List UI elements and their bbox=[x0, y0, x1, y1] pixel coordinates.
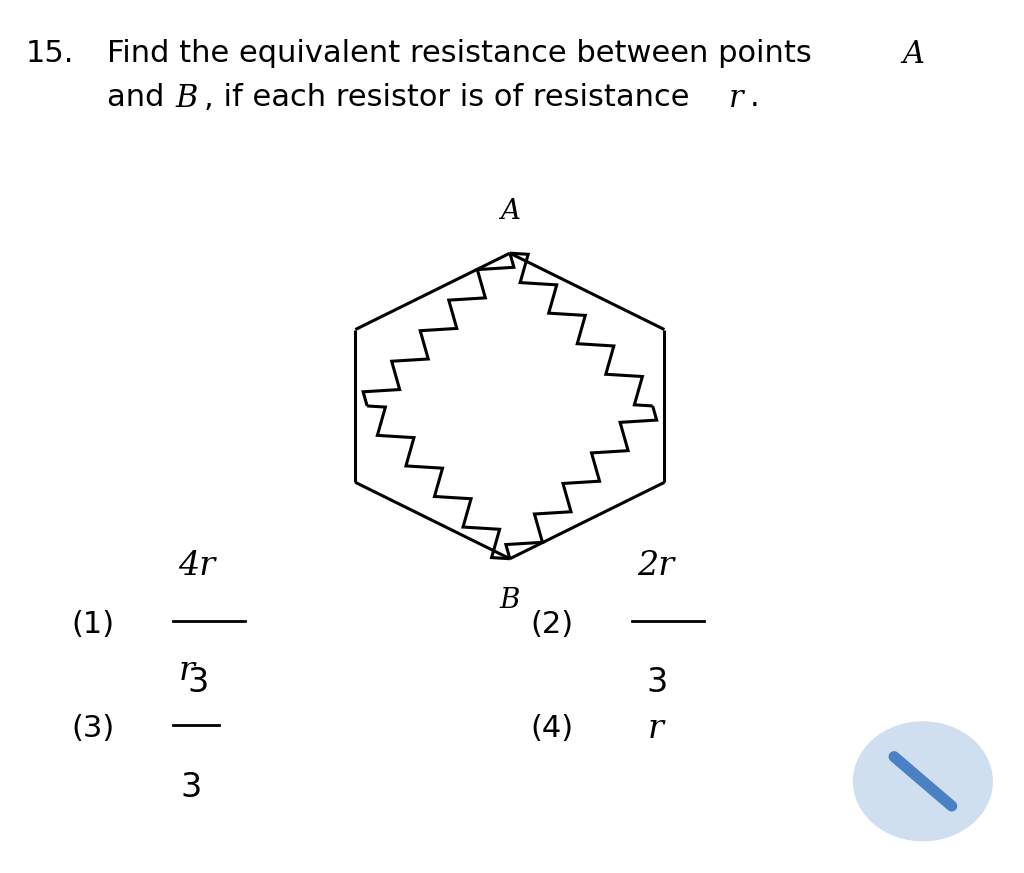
Text: (2): (2) bbox=[530, 609, 573, 639]
Text: (4): (4) bbox=[530, 714, 573, 744]
Text: A: A bbox=[500, 198, 520, 225]
Text: , if each resistor is of resistance: , if each resistor is of resistance bbox=[204, 83, 699, 112]
Text: r: r bbox=[178, 655, 195, 687]
Text: 4r: 4r bbox=[178, 550, 216, 582]
Text: .: . bbox=[750, 83, 759, 112]
Text: 15.: 15. bbox=[26, 39, 74, 68]
Text: Find the equivalent resistance between points: Find the equivalent resistance between p… bbox=[108, 39, 821, 68]
Text: A: A bbox=[902, 39, 925, 71]
Text: (1): (1) bbox=[72, 609, 115, 639]
Text: and: and bbox=[108, 83, 174, 112]
Circle shape bbox=[854, 722, 992, 841]
Text: B: B bbox=[500, 587, 520, 614]
Text: (3): (3) bbox=[72, 714, 115, 744]
Text: 2r: 2r bbox=[637, 550, 675, 582]
Text: 3: 3 bbox=[646, 666, 668, 699]
Text: r: r bbox=[729, 83, 743, 114]
Text: r: r bbox=[647, 713, 664, 745]
Text: B: B bbox=[175, 83, 198, 114]
Text: 3: 3 bbox=[187, 666, 209, 699]
Text: 3: 3 bbox=[180, 771, 202, 804]
